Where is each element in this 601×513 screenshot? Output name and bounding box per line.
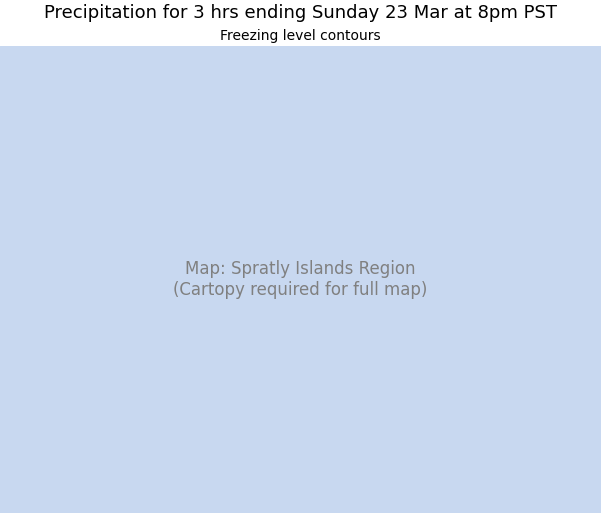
Text: Map: Spratly Islands Region
(Cartopy required for full map): Map: Spratly Islands Region (Cartopy req…	[173, 260, 427, 299]
Text: Precipitation for 3 hrs ending Sunday 23 Mar at 8pm PST: Precipitation for 3 hrs ending Sunday 23…	[44, 4, 557, 22]
Text: Freezing level contours: Freezing level contours	[220, 29, 381, 43]
